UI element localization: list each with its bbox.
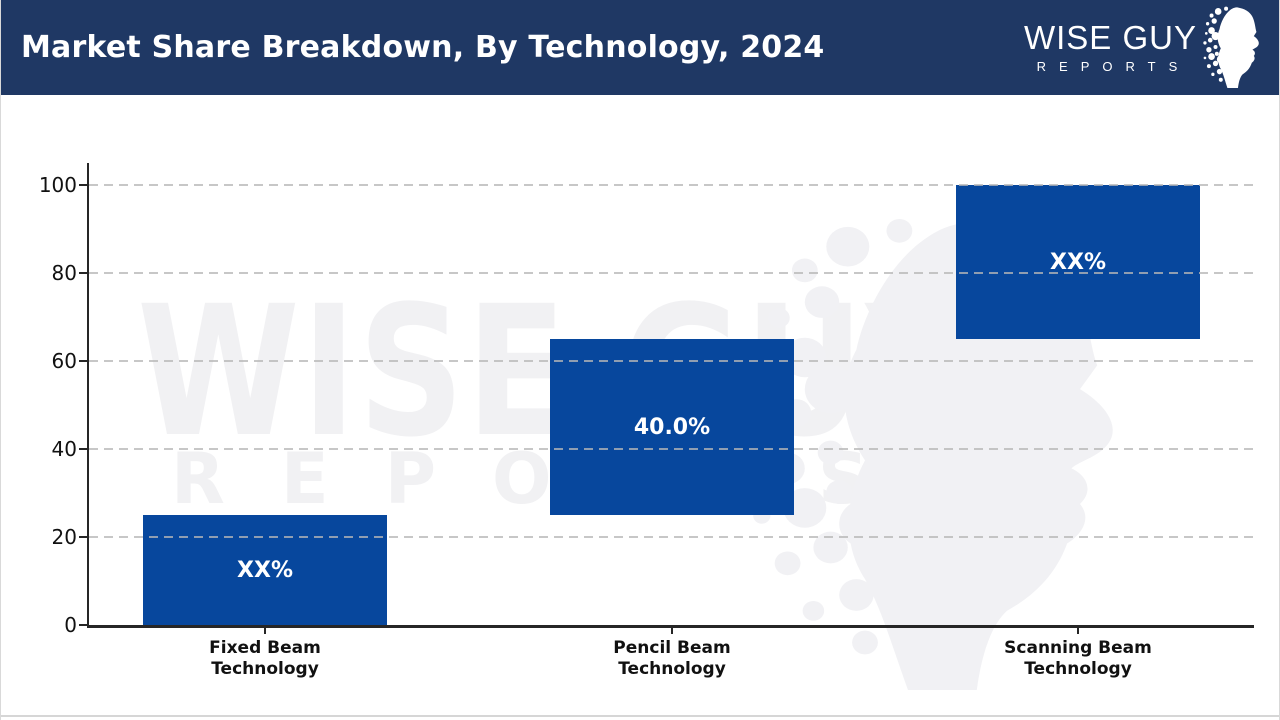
x-axis-spine: [87, 625, 1254, 628]
y-tick-label: 20: [51, 525, 77, 549]
logo-wordmark: WISE GUY: [1023, 19, 1197, 57]
bar: XX%: [956, 185, 1200, 339]
x-tick-mark: [671, 628, 673, 634]
y-tick-label: 80: [51, 261, 77, 285]
y-tick-label: 100: [38, 173, 77, 197]
x-tick-mark: [264, 628, 266, 634]
gridline: [89, 536, 1254, 538]
x-category-label-line: Fixed Beam: [209, 638, 321, 658]
bottom-border: [1, 715, 1279, 717]
bar: 40.0%: [550, 339, 794, 515]
y-tick-mark: [79, 536, 87, 538]
bar-value-label: XX%: [237, 557, 293, 583]
logo: WISE GUY REPORTS: [1024, 6, 1267, 88]
bar: XX%: [143, 515, 387, 625]
y-tick-mark: [79, 184, 87, 186]
logo-face-icon: [1203, 6, 1259, 88]
page-title: Market Share Breakdown, By Technology, 2…: [21, 30, 825, 65]
x-category-label: Fixed Beam Technology: [135, 638, 395, 680]
gridline: [89, 360, 1254, 362]
x-category-label: Scanning Beam Technology: [948, 638, 1208, 680]
y-tick-mark: [79, 448, 87, 450]
y-tick-mark: [79, 272, 87, 274]
y-tick-label: 60: [51, 349, 77, 373]
x-category-label-line: Pencil Beam: [613, 638, 731, 658]
y-tick-label: 40: [51, 437, 77, 461]
x-category-label-line: Technology: [618, 659, 726, 679]
x-tick-mark: [1077, 628, 1079, 634]
gridline: [89, 184, 1254, 186]
header: Market Share Breakdown, By Technology, 2…: [1, 0, 1279, 95]
gridline: [89, 272, 1254, 274]
bar-value-label: XX%: [1050, 249, 1106, 275]
y-tick-mark: [79, 360, 87, 362]
gridline: [89, 448, 1254, 450]
y-tick-label: 0: [64, 613, 77, 637]
x-category-label-line: Technology: [1024, 659, 1132, 679]
x-category-label-line: Technology: [211, 659, 319, 679]
x-category-label-line: Scanning Beam: [1004, 638, 1152, 658]
bar-value-label: 40.0%: [633, 414, 711, 440]
x-category-label: Pencil Beam Technology: [542, 638, 802, 680]
logo-text: WISE GUY REPORTS: [1023, 19, 1197, 74]
y-tick-mark: [79, 624, 87, 626]
y-axis-spine: [87, 163, 89, 628]
logo-subtext: REPORTS: [1036, 58, 1191, 74]
